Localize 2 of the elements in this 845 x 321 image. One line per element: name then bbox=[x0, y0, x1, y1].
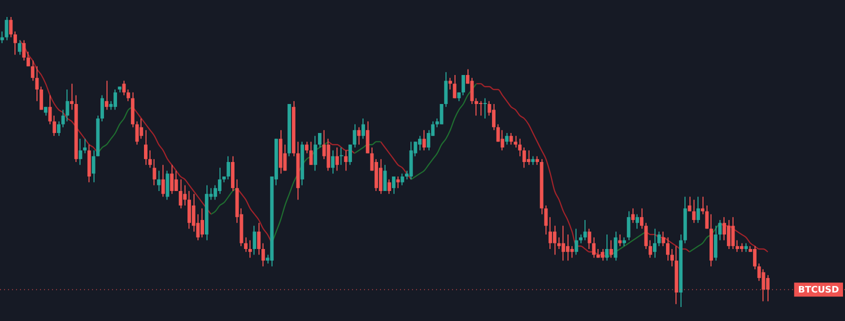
candlestick bbox=[440, 104, 444, 124]
ref-line-label: BTCUSD bbox=[798, 285, 840, 296]
